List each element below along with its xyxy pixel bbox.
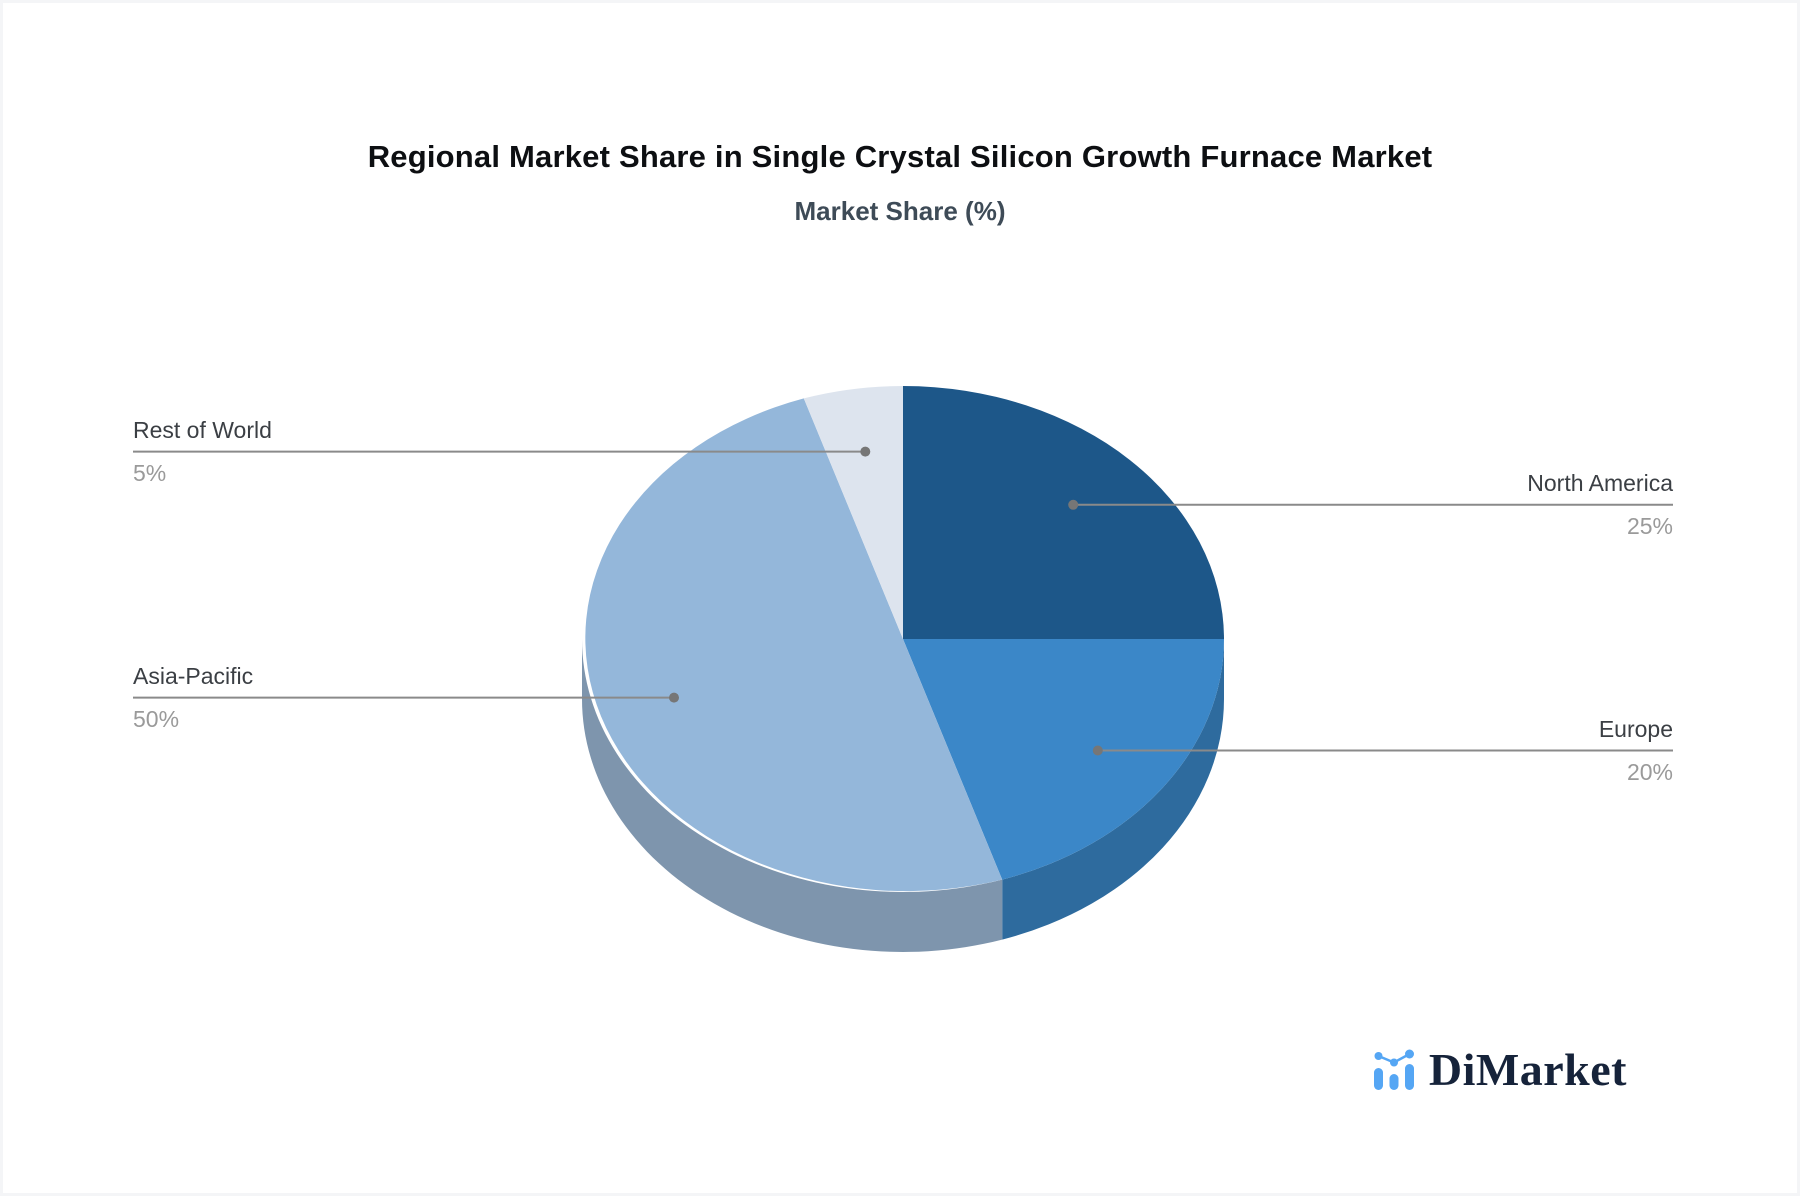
pie-slice-north-america[interactable]	[903, 386, 1224, 639]
slice-label-rest-of-world: Rest of World	[133, 417, 272, 443]
slice-value-europe: 20%	[1626, 759, 1673, 785]
chart-subtitle: Market Share (%)	[794, 196, 1006, 226]
slice-value-rest-of-world: 5%	[133, 460, 167, 486]
leader-dot-north-america	[1068, 499, 1079, 510]
slice-value-north-america: 25%	[1626, 513, 1673, 539]
slice-label-europe: Europe	[1598, 716, 1673, 742]
pie-slice-rest-of-world[interactable]	[803, 386, 903, 639]
leader-dot-europe	[1092, 745, 1103, 756]
bar-chart-trend-icon	[1373, 1049, 1414, 1090]
pie-chart-svg	[133, 386, 1673, 952]
logo-text: DiMarket	[1428, 1044, 1627, 1095]
leader-dot-asia-pacific	[669, 692, 679, 703]
slice-label-asia-pacific: Asia-Pacific	[133, 663, 254, 689]
pie-slice-side-asia-pacific	[582, 639, 1003, 952]
pie-slice-asia-pacific[interactable]	[585, 398, 1003, 892]
slice-value-asia-pacific: 50%	[133, 706, 180, 732]
dimarket-logo: DiMarket	[1371, 1043, 1627, 1096]
leader-dot-rest-of-world	[860, 446, 871, 457]
pie-slice-side-europe	[1002, 639, 1224, 940]
pie-chart: North America 25% Europe 20% Asia-Pacific 50%…	[3, 3, 1800, 1196]
chart-title: Regional Market Share in Single Crystal …	[367, 139, 1433, 174]
slice-label-north-america: North America	[1527, 470, 1673, 496]
pie-slice-europe[interactable]	[903, 639, 1224, 880]
